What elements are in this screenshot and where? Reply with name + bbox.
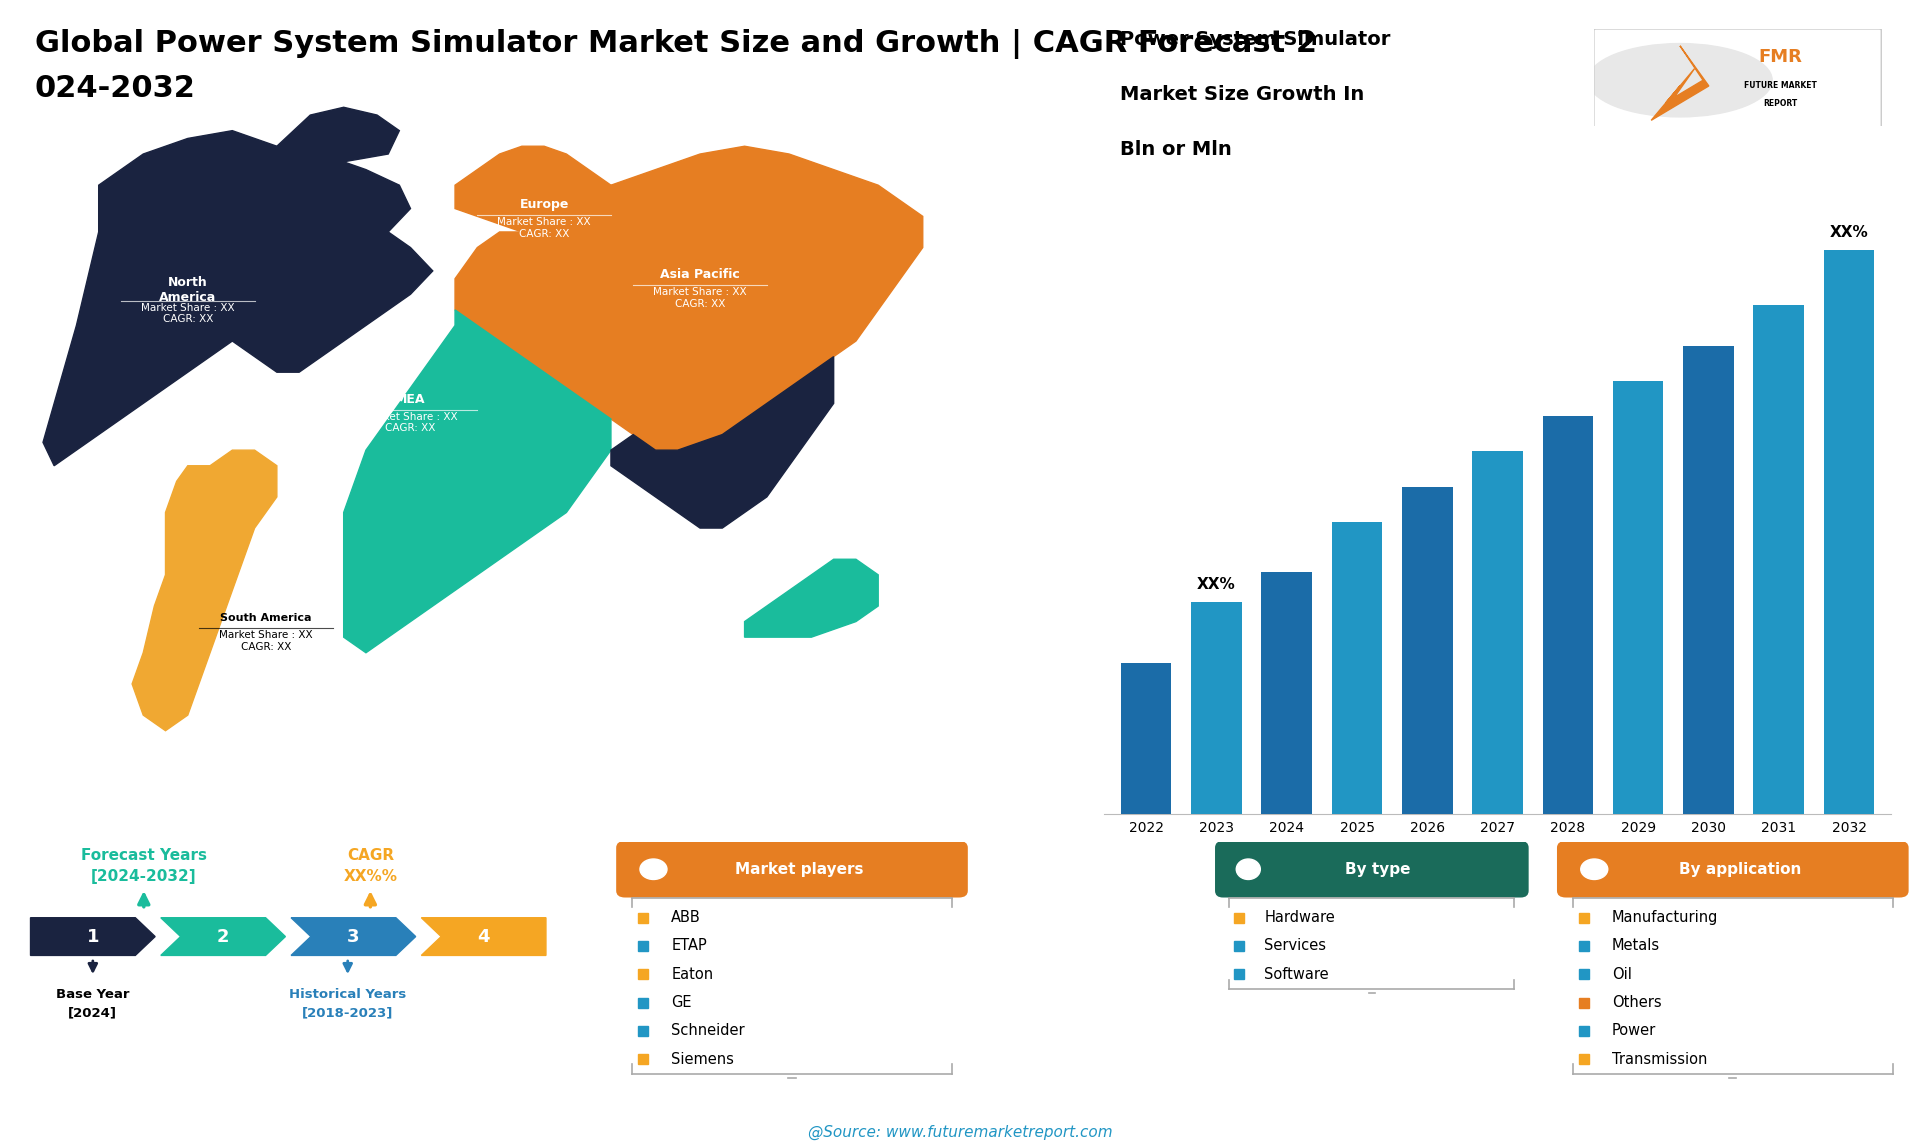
Text: FMR: FMR — [1759, 48, 1803, 66]
Polygon shape — [42, 131, 432, 465]
Text: 4: 4 — [478, 927, 490, 945]
Text: XX%: XX% — [1196, 578, 1236, 592]
Circle shape — [639, 860, 666, 879]
Polygon shape — [292, 918, 417, 956]
Bar — [1753, 305, 1805, 814]
Text: CAGR: CAGR — [348, 848, 394, 863]
Polygon shape — [344, 309, 611, 653]
Bar — [1332, 521, 1382, 814]
Text: [2024]: [2024] — [69, 1006, 117, 1020]
Polygon shape — [455, 147, 924, 450]
Text: Market Share : XX: Market Share : XX — [653, 286, 747, 297]
Bar — [1121, 662, 1171, 814]
Bar — [1684, 346, 1734, 814]
Text: Market Share : XX: Market Share : XX — [363, 411, 457, 422]
Text: ABB: ABB — [672, 910, 701, 925]
Text: [2018-2023]: [2018-2023] — [301, 1006, 394, 1020]
Bar — [1402, 487, 1453, 814]
Text: CAGR: XX: CAGR: XX — [674, 299, 726, 308]
Text: Historical Years: Historical Years — [290, 988, 407, 1000]
Text: ETAP: ETAP — [672, 939, 707, 953]
Text: Power: Power — [1613, 1023, 1657, 1038]
Text: Bln or Mln: Bln or Mln — [1119, 140, 1231, 159]
Text: Transmission: Transmission — [1613, 1052, 1707, 1067]
Text: Manufacturing: Manufacturing — [1613, 910, 1718, 925]
Polygon shape — [31, 918, 156, 956]
Text: FUTURE MARKET: FUTURE MARKET — [1745, 81, 1816, 91]
Text: Europe: Europe — [520, 198, 568, 211]
Text: Metals: Metals — [1613, 939, 1661, 953]
FancyBboxPatch shape — [1215, 841, 1528, 897]
Polygon shape — [611, 356, 833, 528]
Text: Market players: Market players — [735, 862, 864, 877]
Text: Services: Services — [1263, 939, 1327, 953]
Circle shape — [1588, 44, 1772, 117]
Text: Base Year: Base Year — [56, 988, 129, 1000]
Text: South America: South America — [221, 613, 311, 622]
Text: Market Share : XX: Market Share : XX — [140, 303, 234, 313]
Text: Asia Pacific: Asia Pacific — [660, 268, 739, 281]
Text: Forecast Years: Forecast Years — [81, 848, 207, 863]
Polygon shape — [161, 918, 286, 956]
FancyBboxPatch shape — [1557, 841, 1908, 897]
Text: CAGR: XX: CAGR: XX — [386, 423, 436, 433]
Bar — [1613, 380, 1663, 814]
Circle shape — [1236, 860, 1260, 879]
Polygon shape — [1651, 46, 1709, 120]
Text: @Source: www.futuremarketreport.com: @Source: www.futuremarketreport.com — [808, 1125, 1112, 1140]
Text: Others: Others — [1613, 995, 1661, 1010]
Text: Market Share : XX: Market Share : XX — [219, 630, 313, 639]
Bar — [1190, 603, 1242, 814]
Polygon shape — [745, 559, 877, 637]
Bar — [1473, 452, 1523, 814]
Bar — [1542, 416, 1594, 814]
Text: CAGR: XX: CAGR: XX — [163, 314, 213, 324]
Polygon shape — [132, 450, 276, 731]
Text: Eaton: Eaton — [672, 967, 714, 982]
Polygon shape — [420, 918, 545, 956]
Text: XX%: XX% — [1830, 225, 1868, 240]
Bar — [1824, 250, 1874, 814]
Text: Software: Software — [1263, 967, 1329, 982]
Text: By application: By application — [1678, 862, 1801, 877]
Text: 2: 2 — [217, 927, 228, 945]
Text: Global Power System Simulator Market Size and Growth | CAGR Forecast 2: Global Power System Simulator Market Siz… — [35, 29, 1317, 58]
Text: Market Share : XX: Market Share : XX — [497, 217, 591, 227]
Text: REPORT: REPORT — [1764, 99, 1797, 108]
Text: 1: 1 — [86, 927, 100, 945]
Bar — [1261, 572, 1311, 814]
FancyBboxPatch shape — [616, 841, 968, 897]
Text: XX%%: XX%% — [344, 869, 397, 885]
Text: CAGR: XX: CAGR: XX — [518, 228, 570, 238]
Text: MEA: MEA — [396, 393, 426, 406]
Text: GE: GE — [672, 995, 691, 1010]
Text: Oil: Oil — [1613, 967, 1632, 982]
Text: Hardware: Hardware — [1263, 910, 1334, 925]
Text: Siemens: Siemens — [672, 1052, 733, 1067]
Text: [2024-2032]: [2024-2032] — [90, 869, 196, 885]
Text: 3: 3 — [348, 927, 359, 945]
Polygon shape — [455, 147, 701, 231]
Text: Market Size Growth In: Market Size Growth In — [1119, 85, 1363, 104]
Circle shape — [1580, 860, 1607, 879]
Text: Schneider: Schneider — [672, 1023, 745, 1038]
Text: North
America: North America — [159, 276, 217, 305]
Text: CAGR: XX: CAGR: XX — [240, 642, 292, 652]
Polygon shape — [276, 108, 399, 162]
Text: Power System Simulator: Power System Simulator — [1119, 30, 1390, 49]
Text: By type: By type — [1346, 862, 1411, 877]
Text: 024-2032: 024-2032 — [35, 74, 196, 103]
